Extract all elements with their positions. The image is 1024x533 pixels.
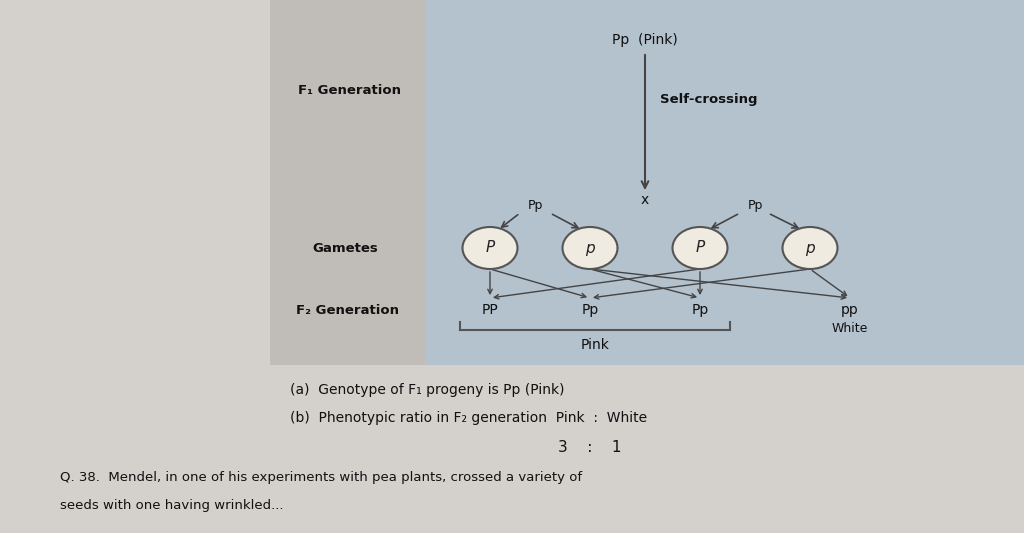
Text: (b)  Phenotypic ratio in F₂ generation  Pink  :  White: (b) Phenotypic ratio in F₂ generation Pi… [290,411,647,425]
Text: p: p [585,240,595,255]
Text: seeds with one having wrinkled...: seeds with one having wrinkled... [60,498,284,512]
Ellipse shape [673,227,727,269]
Text: Q. 38.  Mendel, in one of his experiments with pea plants, crossed a variety of: Q. 38. Mendel, in one of his experiments… [60,472,582,484]
Bar [270,0,425,365]
Text: F₁ Generation: F₁ Generation [299,84,401,96]
Text: Pp: Pp [691,303,709,317]
Ellipse shape [782,227,838,269]
Text: Pp: Pp [582,303,599,317]
Ellipse shape [463,227,517,269]
Text: White: White [831,321,868,335]
Text: P: P [485,240,495,255]
Text: Pp: Pp [527,198,543,212]
Text: F₂ Generation: F₂ Generation [297,303,399,317]
Text: pp: pp [841,303,859,317]
Text: (a)  Genotype of F₁ progeny is Pp (Pink): (a) Genotype of F₁ progeny is Pp (Pink) [290,383,564,397]
Text: Self-crossing: Self-crossing [660,93,758,107]
Text: 3    :    1: 3 : 1 [558,440,622,456]
Text: p: p [805,240,815,255]
Ellipse shape [562,227,617,269]
Text: x: x [641,193,649,207]
Text: Pink: Pink [581,338,609,352]
Text: Gametes: Gametes [312,241,378,254]
Bar [425,0,1024,365]
Text: PP: PP [481,303,499,317]
Text: Pp: Pp [748,198,763,212]
Text: Pp  (Pink): Pp (Pink) [612,33,678,47]
Text: P: P [695,240,705,255]
